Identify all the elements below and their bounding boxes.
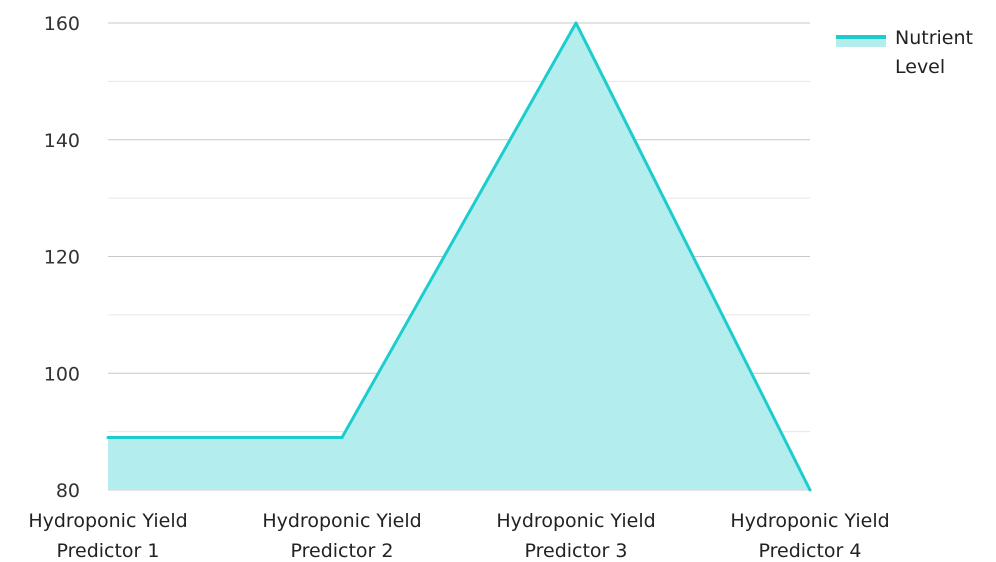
y-tick-label: 80: [56, 480, 80, 502]
data-point: [106, 435, 110, 439]
legend-swatch: [836, 36, 886, 47]
data-points: [106, 21, 812, 492]
x-tick-label: Hydroponic Yield Predictor 3: [496, 510, 655, 562]
y-tick-label: 120: [44, 247, 80, 269]
x-axis: Hydroponic Yield Predictor 1 Hydroponic Yi…: [28, 510, 889, 562]
legend-label-nutrient-level: Nutrient Level: [895, 27, 973, 78]
y-tick-label: 140: [44, 130, 80, 152]
y-tick-label: 100: [44, 363, 80, 385]
x-tick-label: Hydroponic Yield Predictor 2: [262, 510, 421, 562]
data-point: [340, 435, 344, 439]
y-tick-label: 160: [44, 13, 80, 35]
legend[interactable]: Nutrient Level: [836, 27, 973, 78]
data-point: [808, 488, 812, 492]
x-tick-label: Hydroponic Yield Predictor 1: [28, 510, 187, 562]
x-tick-label: Hydroponic Yield Predictor 4: [730, 510, 889, 562]
data-point: [574, 21, 578, 25]
series-line: [108, 21, 812, 491]
y-axis: 80 100 120 140 160: [44, 13, 80, 502]
